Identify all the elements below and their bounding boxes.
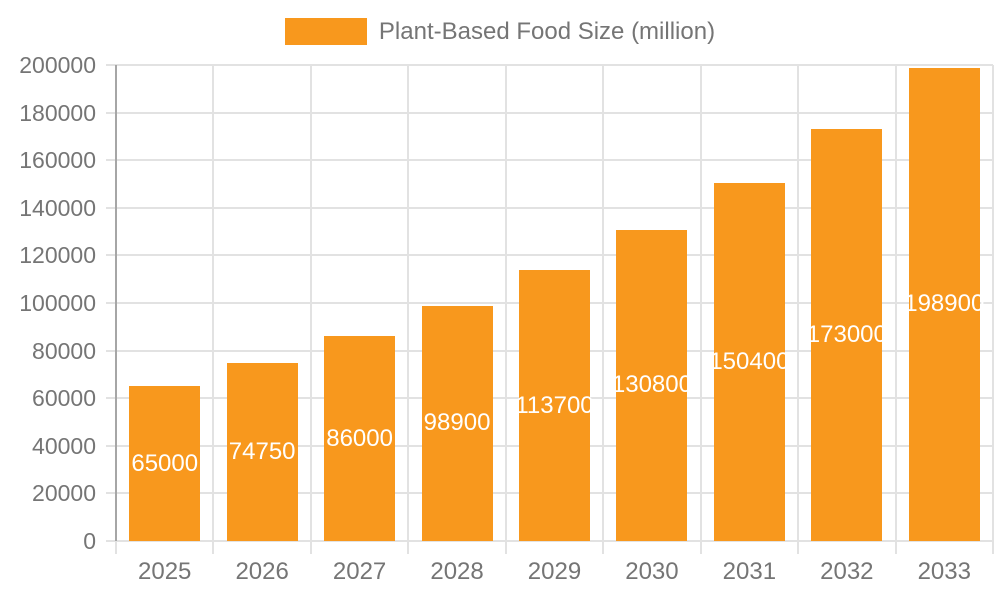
x-gridline <box>504 65 507 541</box>
x-axis-tick-label: 2033 <box>917 558 971 585</box>
bar-value-label: 98900 <box>423 409 491 437</box>
x-gridline <box>309 65 312 541</box>
bar-2029[interactable] <box>519 270 590 541</box>
bar-value-label: 198900 <box>904 290 985 318</box>
x-axis-tick <box>602 541 605 554</box>
x-axis-tick <box>797 541 800 554</box>
y-gridline <box>106 159 993 162</box>
y-axis-line <box>115 65 117 541</box>
y-axis-tick-label: 200000 <box>19 52 96 78</box>
y-axis-tick-label: 60000 <box>32 385 96 412</box>
y-gridline <box>106 111 993 114</box>
bar-value-label: 130800 <box>611 371 692 399</box>
x-gridline <box>212 65 215 541</box>
y-axis-tick-label: 120000 <box>19 242 96 269</box>
x-axis-tick <box>504 541 507 554</box>
bar-value-label: 113700 <box>515 391 594 419</box>
y-axis-tick-label: 100000 <box>19 290 96 316</box>
y-gridline <box>106 540 993 542</box>
bar-value-label: 74750 <box>228 438 296 466</box>
y-gridline <box>106 254 993 257</box>
y-axis-tick-label: 40000 <box>32 432 96 459</box>
x-axis-tick-label: 2026 <box>235 558 289 585</box>
y-axis-tick-label: 80000 <box>32 337 96 364</box>
x-axis-tick-label: 2031 <box>722 558 777 585</box>
y-gridline <box>106 64 993 66</box>
bar-2030[interactable] <box>616 229 688 541</box>
x-gridline <box>602 65 605 541</box>
x-axis-tick <box>992 541 994 554</box>
x-axis-tick-label: 2029 <box>527 558 582 585</box>
bar-2026[interactable] <box>226 363 298 541</box>
x-axis-tick-label: 2032 <box>820 558 874 585</box>
x-axis-tick-label: 2027 <box>332 558 387 585</box>
y-axis-tick-label: 0 <box>83 528 96 554</box>
x-axis-tick-label: 2030 <box>625 558 679 585</box>
bar-2028[interactable] <box>421 305 493 541</box>
x-gridline <box>894 65 897 541</box>
x-axis-tick <box>115 541 117 554</box>
legend-label: Plant-Based Food Size (million) <box>378 17 716 45</box>
bar-2032[interactable] <box>811 129 883 541</box>
legend-swatch <box>284 17 367 45</box>
legend: Plant-Based Food Size (million) <box>0 12 1000 50</box>
y-axis-tick-label: 160000 <box>19 147 96 174</box>
y-gridline <box>106 206 993 209</box>
bar-2031[interactable] <box>713 183 785 541</box>
x-axis-tick <box>212 541 215 554</box>
y-axis-tick-label: 140000 <box>19 194 96 221</box>
bar-value-label: 150400 <box>709 348 790 376</box>
bar-value-label: 65000 <box>131 449 199 477</box>
x-axis-tick-label: 2028 <box>430 558 484 585</box>
x-axis-tick <box>407 541 410 554</box>
y-axis-tick-label: 180000 <box>19 99 96 126</box>
x-axis-tick <box>894 541 897 554</box>
x-axis-tick <box>699 541 702 554</box>
x-axis-tick <box>309 541 312 554</box>
bar-2033[interactable] <box>908 67 980 541</box>
x-gridline <box>992 65 994 541</box>
bar-2027[interactable] <box>324 336 396 541</box>
bar-value-label: 86000 <box>326 424 393 452</box>
x-axis-tick-label: 2025 <box>138 558 192 585</box>
y-axis-tick-label: 20000 <box>32 480 96 507</box>
x-gridline <box>797 65 800 541</box>
bar-2025[interactable] <box>129 386 201 541</box>
x-gridline <box>407 65 410 541</box>
bar-value-label: 173000 <box>806 321 887 349</box>
x-gridline <box>699 65 702 541</box>
